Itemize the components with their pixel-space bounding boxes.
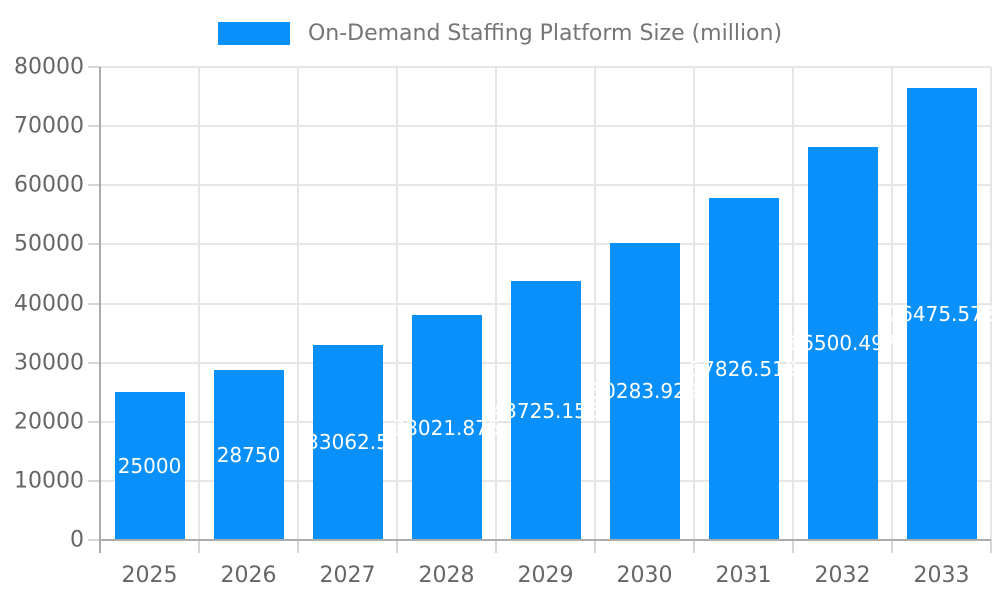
x-tick-label: 2025 bbox=[121, 563, 178, 588]
y-tick-label: 30000 bbox=[14, 350, 84, 376]
x-axis-baseline bbox=[100, 539, 991, 541]
y-tick-mark bbox=[88, 479, 100, 482]
v-gridline bbox=[594, 67, 596, 540]
y-tick-mark bbox=[88, 66, 100, 68]
x-tick-label: 2030 bbox=[616, 563, 673, 588]
y-tick-label: 60000 bbox=[14, 172, 84, 198]
bar-2033 bbox=[906, 87, 977, 539]
v-gridline bbox=[792, 67, 794, 540]
bar-2025 bbox=[114, 392, 185, 539]
x-tick-mark bbox=[891, 540, 893, 553]
legend: On-Demand Staffing Platform Size (millio… bbox=[0, 21, 1000, 46]
y-tick-mark bbox=[88, 539, 100, 541]
bar-2026 bbox=[213, 370, 284, 539]
h-gridline bbox=[100, 66, 991, 68]
y-tick-label: 0 bbox=[70, 527, 84, 553]
x-tick-label: 2029 bbox=[517, 563, 574, 588]
y-tick-label: 10000 bbox=[14, 468, 84, 494]
x-tick-label: 2026 bbox=[220, 563, 277, 588]
bar-value-label: 76475.572 bbox=[887, 301, 996, 326]
x-tick-mark bbox=[792, 540, 794, 553]
x-tick-mark bbox=[396, 540, 398, 553]
x-tick-mark bbox=[297, 540, 299, 553]
y-tick-label: 50000 bbox=[14, 231, 84, 257]
bar-value-label: 33062.5 bbox=[306, 430, 389, 455]
legend-item[interactable]: On-Demand Staffing Platform Size (millio… bbox=[217, 21, 783, 46]
bar-2032 bbox=[807, 146, 878, 539]
bar-value-label: 43725.156 bbox=[491, 398, 600, 423]
y-tick-label: 80000 bbox=[14, 54, 84, 80]
y-tick-mark bbox=[88, 125, 100, 128]
x-tick-label: 2027 bbox=[319, 563, 376, 588]
legend-swatch bbox=[217, 22, 290, 45]
x-tick-mark bbox=[990, 540, 992, 553]
y-tick-mark bbox=[88, 420, 100, 423]
bar-value-label: 57826.519 bbox=[689, 357, 798, 382]
v-gridline bbox=[396, 67, 398, 540]
bar-2030 bbox=[609, 242, 680, 539]
v-gridline bbox=[693, 67, 695, 540]
y-tick-mark bbox=[88, 302, 100, 305]
bar-2031 bbox=[708, 198, 779, 539]
y-tick-mark bbox=[88, 361, 100, 364]
x-tick-mark bbox=[495, 540, 497, 553]
y-tick-mark bbox=[88, 184, 100, 187]
h-gridline bbox=[100, 184, 991, 187]
x-tick-mark bbox=[693, 540, 695, 553]
y-tick-label: 70000 bbox=[14, 113, 84, 139]
bar-value-label: 28750 bbox=[216, 443, 281, 467]
x-tick-label: 2032 bbox=[814, 563, 871, 588]
bar-2029 bbox=[510, 281, 581, 539]
y-tick-label: 20000 bbox=[14, 409, 84, 435]
h-gridline bbox=[100, 125, 991, 128]
x-tick-mark bbox=[594, 540, 596, 553]
y-axis-line bbox=[99, 67, 101, 553]
bar-value-label: 66500.497 bbox=[788, 331, 897, 356]
v-gridline bbox=[198, 67, 200, 540]
v-gridline bbox=[495, 67, 497, 540]
v-gridline bbox=[297, 67, 299, 540]
v-gridline bbox=[990, 67, 992, 540]
x-tick-mark bbox=[198, 540, 200, 553]
x-tick-label: 2033 bbox=[913, 563, 970, 588]
bar-value-label: 25000 bbox=[117, 454, 182, 479]
bar-2027 bbox=[312, 344, 383, 539]
v-gridline bbox=[891, 67, 893, 540]
legend-label: On-Demand Staffing Platform Size (millio… bbox=[307, 21, 783, 46]
y-tick-label: 40000 bbox=[14, 291, 84, 316]
h-gridline bbox=[100, 243, 991, 246]
x-tick-label: 2028 bbox=[418, 563, 475, 588]
x-tick-label: 2031 bbox=[715, 563, 772, 588]
bar-value-label: 38021.875 bbox=[392, 415, 501, 440]
bar-2028 bbox=[411, 315, 482, 539]
bar-value-label: 50283.929 bbox=[590, 379, 699, 404]
y-tick-mark bbox=[88, 243, 100, 246]
